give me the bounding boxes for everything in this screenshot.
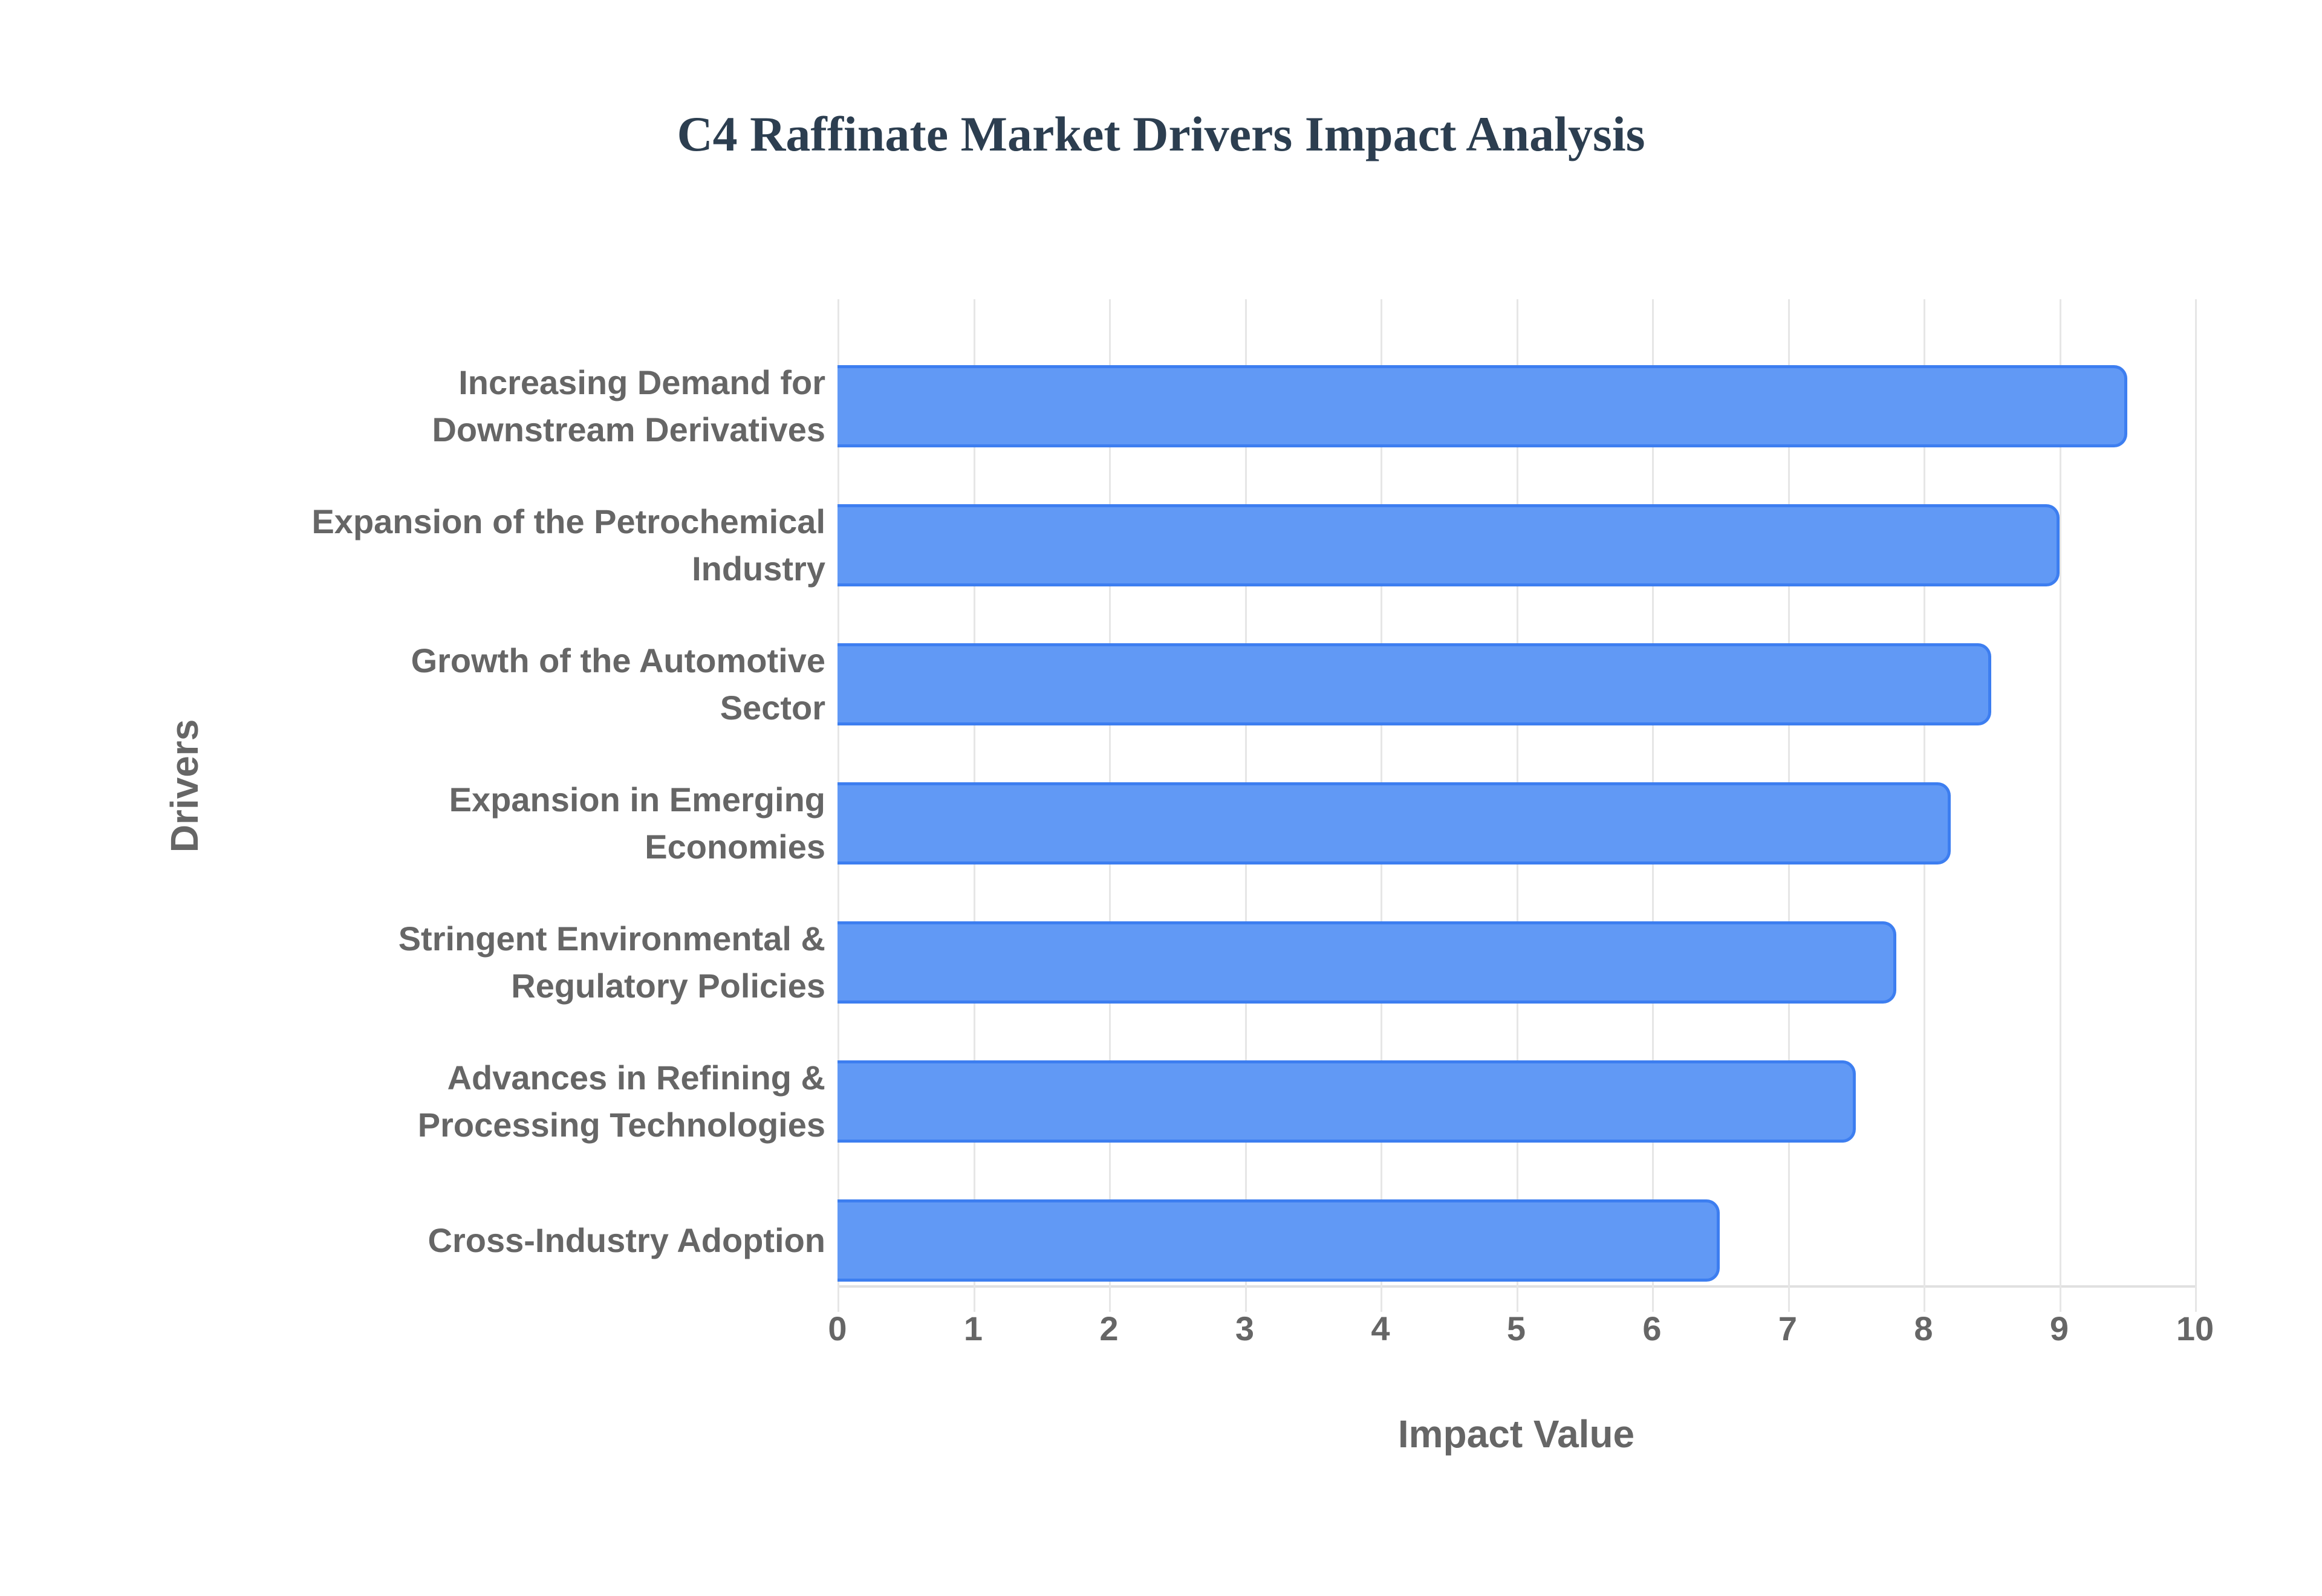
x-tick-label: 5: [1506, 1309, 1526, 1348]
bar[interactable]: [837, 1199, 1720, 1282]
y-category-label: Advances in Refining & Processing Technol…: [417, 1059, 825, 1144]
y-category-label: Expansion of the Petrochemical Industry: [311, 502, 825, 588]
x-tick-label: 4: [1371, 1309, 1390, 1348]
x-tick-label: 3: [1235, 1309, 1255, 1348]
y-category-label: Cross-Industry Adoption: [428, 1221, 825, 1259]
y-category-label: Growth of the Automotive Sector: [411, 641, 825, 727]
x-tick-label: 1: [963, 1309, 983, 1348]
y-axis-title: Drivers: [163, 719, 206, 853]
plot-area: [837, 299, 2197, 1312]
x-axis-title: Impact Value: [1397, 1412, 1635, 1456]
y-category-label: Expansion in Emerging Economies: [449, 780, 825, 866]
bar[interactable]: [837, 921, 1897, 1004]
x-tick-label: 8: [1914, 1309, 1933, 1348]
gridline: [2059, 299, 2061, 1312]
bar[interactable]: [837, 504, 2060, 586]
x-tick-label: 6: [1642, 1309, 1662, 1348]
x-tick-label: 9: [2049, 1309, 2069, 1348]
bar[interactable]: [837, 643, 1992, 725]
x-tick-label: 0: [828, 1309, 847, 1348]
x-tick-label: 10: [2176, 1309, 2214, 1348]
y-category-label: Stringent Environmental & Regulatory Poli…: [398, 920, 825, 1005]
chart-title: C4 Raffinate Market Drivers Impact Analy…: [677, 106, 1645, 161]
bar[interactable]: [837, 1060, 1856, 1143]
bar[interactable]: [837, 365, 2127, 447]
x-tick-label: 2: [1099, 1309, 1119, 1348]
x-tick-label: 7: [1778, 1309, 1798, 1348]
bar[interactable]: [837, 782, 1951, 864]
gridline: [2195, 299, 2197, 1312]
y-category-label: Increasing Demand for Downstream Derivati…: [432, 363, 825, 449]
